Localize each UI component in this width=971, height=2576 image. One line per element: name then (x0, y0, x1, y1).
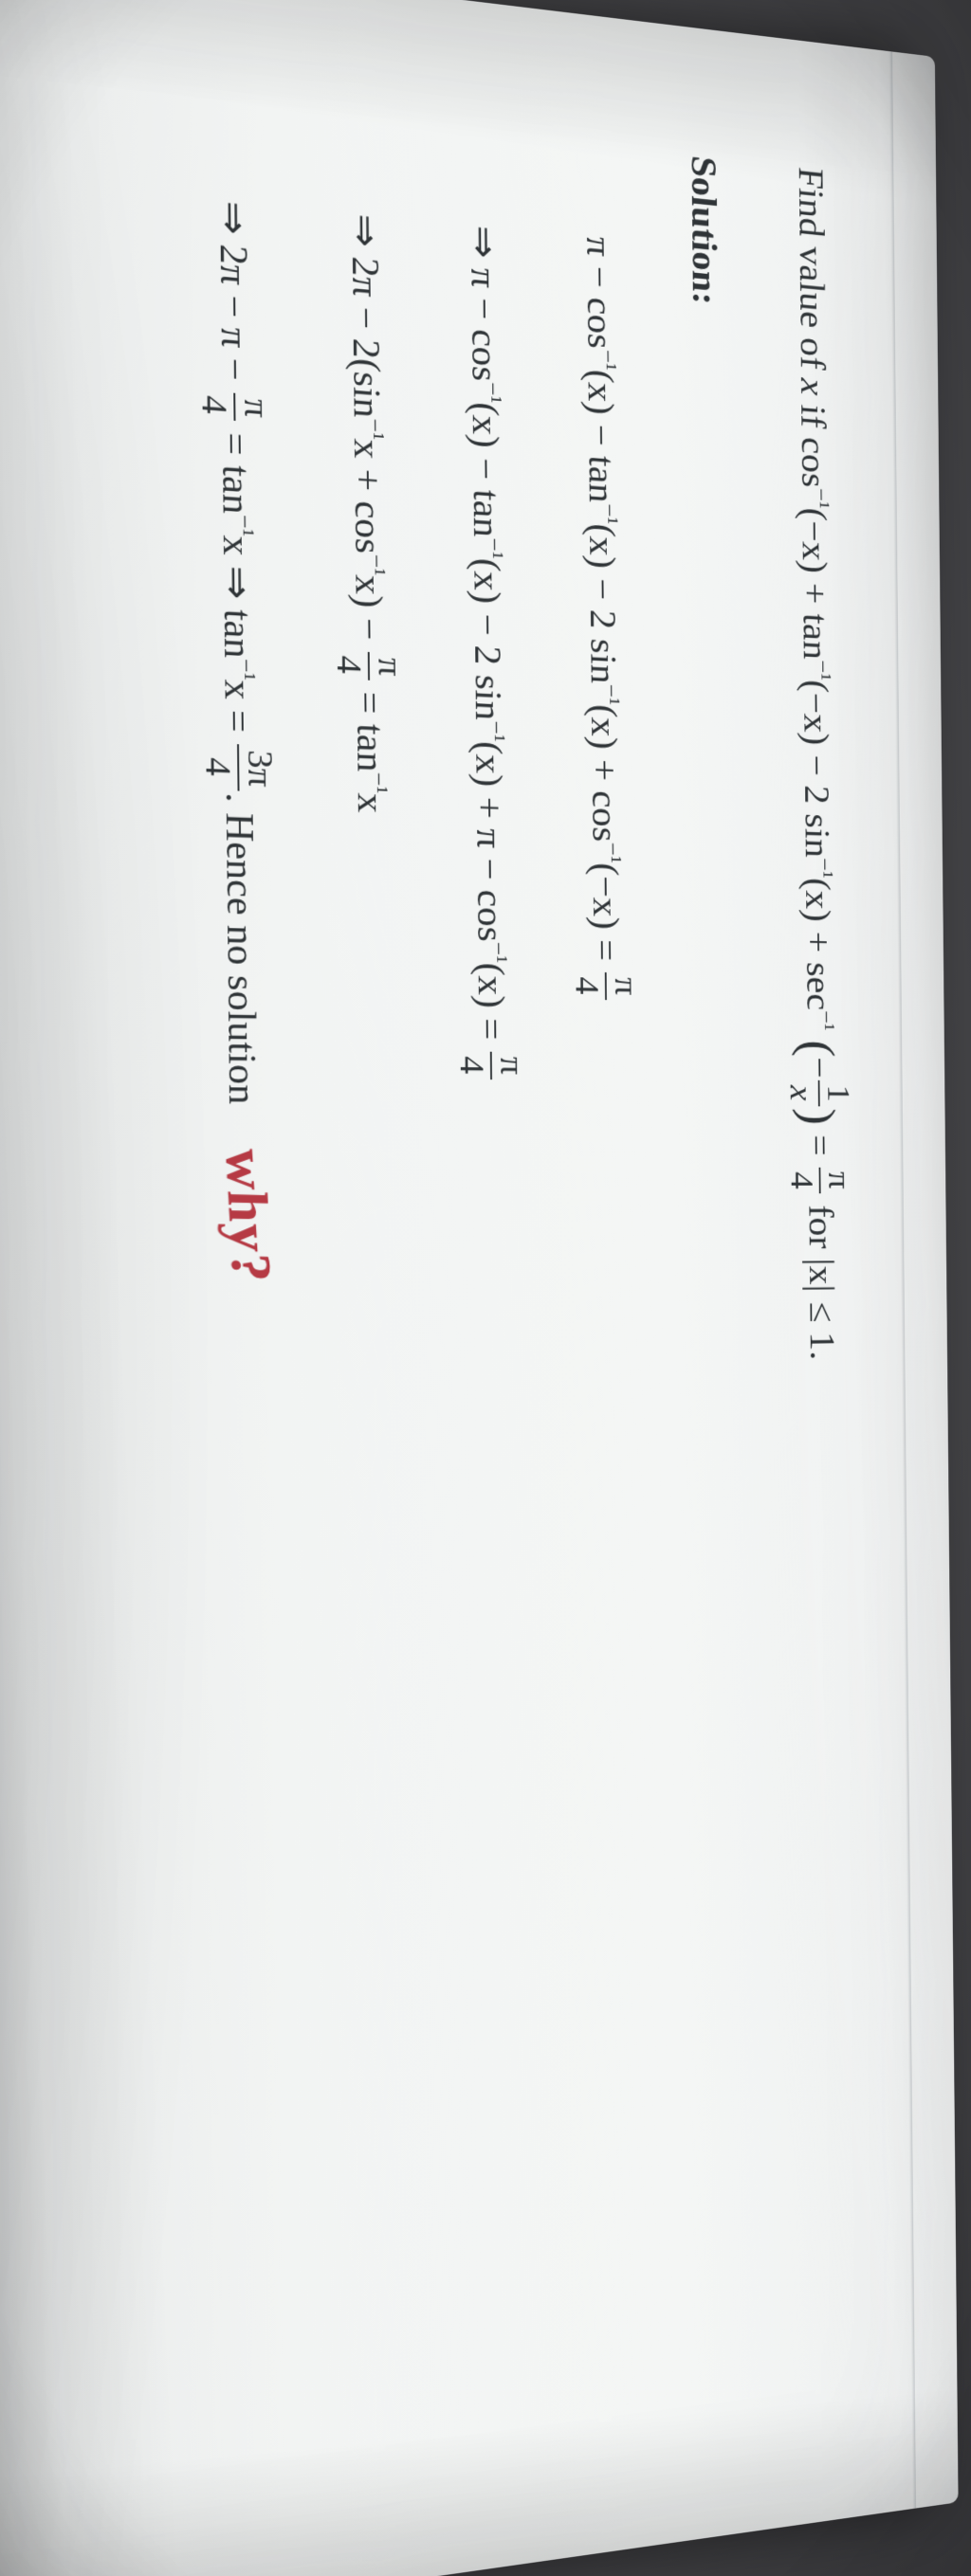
prompt-prefix: Find value of (791, 166, 832, 381)
page-top-edge (889, 51, 916, 2509)
page-perspective-wrap: Find value of x if cos−¹(−x) + tan−¹(−x)… (0, 0, 971, 2576)
prompt-if: if (793, 393, 832, 439)
term-cos: cos−¹(−x) (794, 436, 834, 574)
problem-statement: Find value of x if cos−¹(−x) + tan−¹(−x)… (770, 163, 868, 2444)
handwritten-annotation: why? (199, 1147, 297, 1282)
photo-stage: Find value of x if cos−¹(−x) + tan−¹(−x)… (0, 0, 971, 2576)
frac-1-over-x: 1x (783, 1079, 854, 1106)
solution-line-2: ⇒ π − cos−¹(x) − tan−¹(x) − 2 sin−¹(x) +… (444, 128, 543, 2488)
textbook-page: Find value of x if cos−¹(−x) + tan−¹(−x)… (0, 0, 959, 2576)
solution-heading: Solution: (673, 153, 753, 2458)
term-sec: sec−¹ (−1x) (798, 962, 838, 1135)
solution-line-1: π − cos−¹(x) − tan−¹(x) − 2 sin−¹(x) + c… (560, 141, 657, 2473)
solution-line-4: ⇒ 2π − π − π4 = tan−¹x ⇒ tan−¹x = 3π4. H… (192, 197, 282, 1104)
condition: |x| ≤ 1. (801, 1258, 840, 1360)
solution-line-4-row: ⇒ 2π − π − π4 = tan−¹x ⇒ tan−¹x = 3π4. H… (192, 101, 306, 2522)
frac-pi-4: π4 (784, 1167, 855, 1193)
page-content: Find value of x if cos−¹(−x) + tan−¹(−x)… (192, 101, 868, 2522)
term-2sin: 2 sin−¹(x) (797, 785, 836, 923)
term-tan: tan−¹(−x) (795, 612, 834, 746)
solution-line-3: ⇒ 2π − 2(sin−¹x + cos−¹x) − π4 = tan−¹x (324, 116, 426, 2504)
